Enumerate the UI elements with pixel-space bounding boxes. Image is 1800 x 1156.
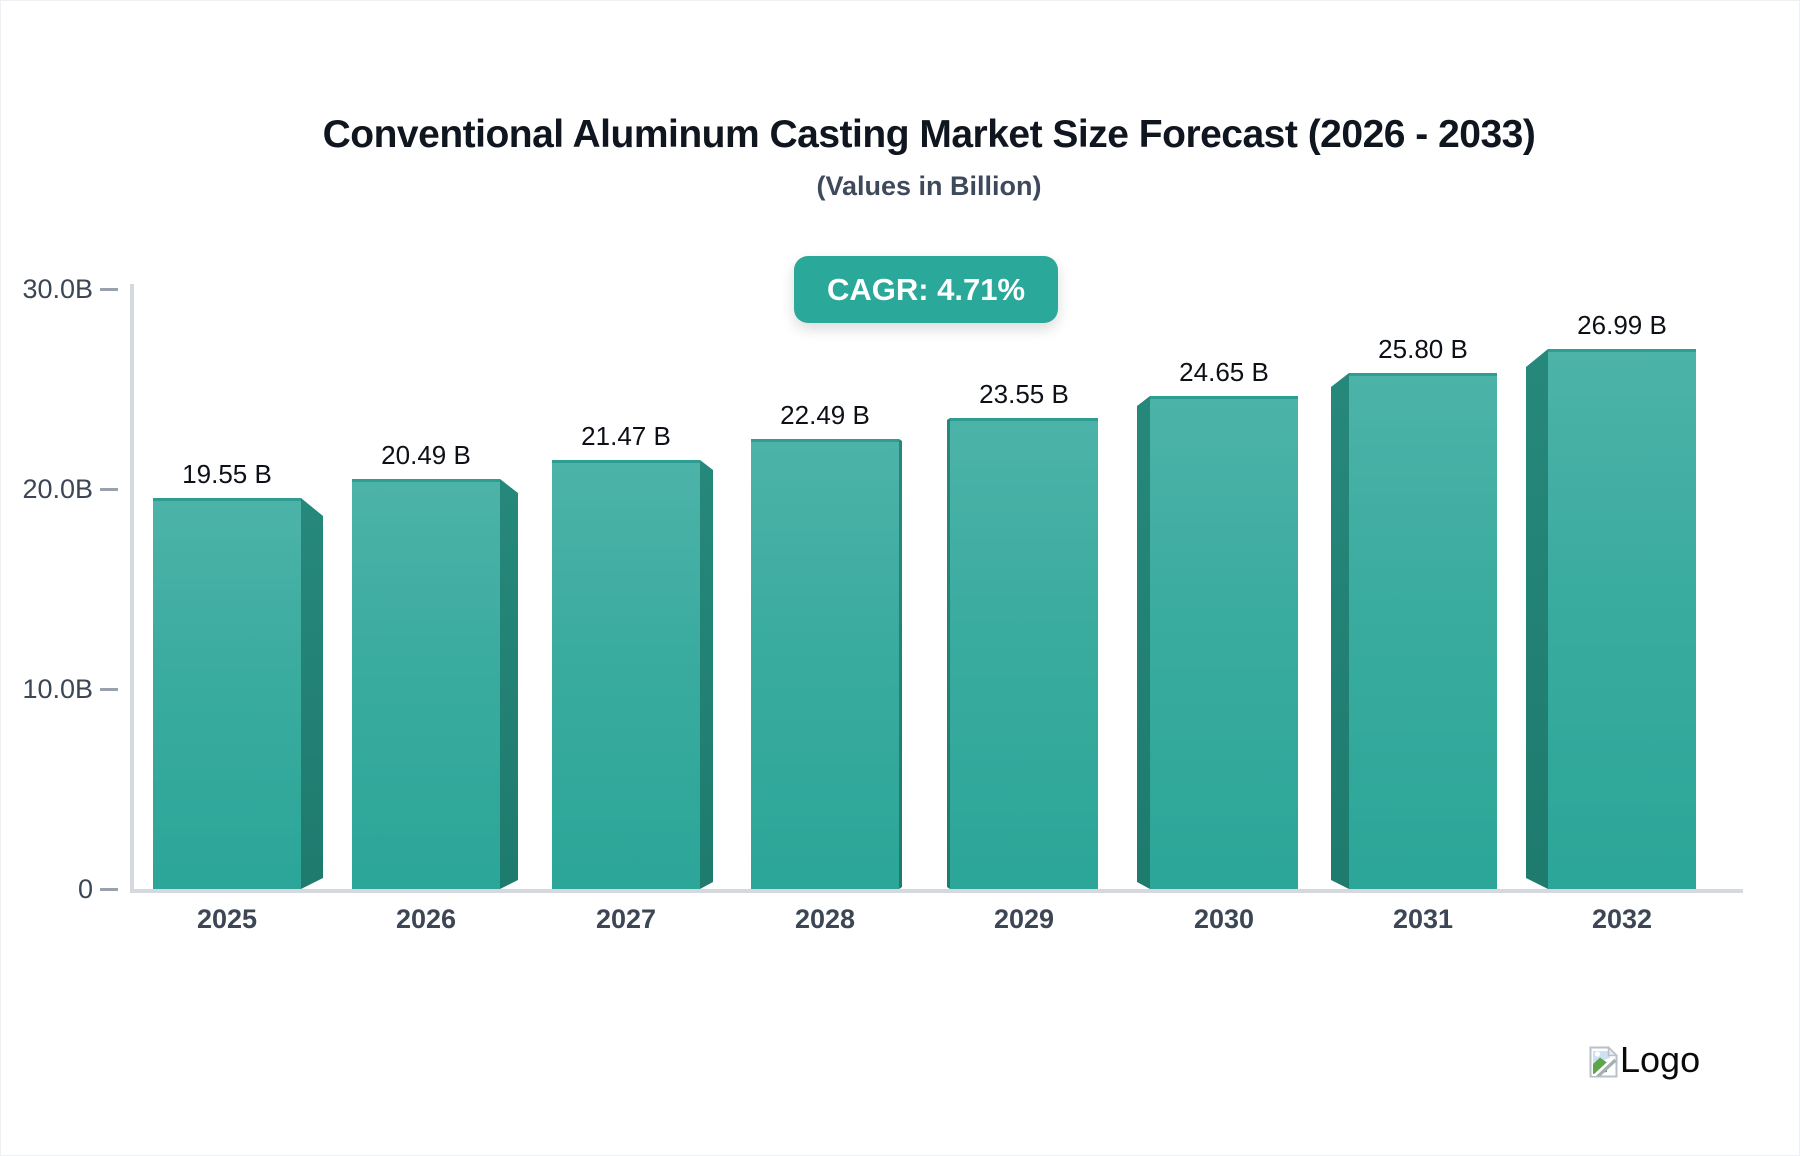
bar-2030 <box>1150 396 1298 889</box>
bar-value-label-2026: 20.49 B <box>381 440 471 470</box>
y-tick-mark <box>100 888 118 891</box>
bar-side-panel-2025 <box>301 498 323 889</box>
bar-2032 <box>1548 349 1696 889</box>
x-tick-label-2032: 2032 <box>1591 904 1653 934</box>
bar-side-panel-2030 <box>1137 396 1150 889</box>
bar-2027 <box>552 460 700 889</box>
x-tick-label-2029: 2029 <box>993 904 1055 934</box>
bar-side-panel-2026 <box>500 479 518 889</box>
bar-value-label-2027: 21.47 B <box>581 421 671 451</box>
cagr-badge: CAGR: 4.71% <box>794 256 1058 323</box>
broken-image-icon <box>1589 1045 1619 1078</box>
bar-side-panel-2029 <box>947 418 950 889</box>
bar-value-label-2030: 24.65 B <box>1179 357 1269 387</box>
bar-side-panel-2031 <box>1331 373 1349 889</box>
x-tick-label-2025: 2025 <box>196 904 258 934</box>
bar-value-label-2028: 22.49 B <box>780 400 870 430</box>
x-tick-label-2028: 2028 <box>794 904 856 934</box>
bar-2029 <box>950 418 1098 889</box>
x-tick-label-2026: 2026 <box>395 904 457 934</box>
y-tick-label: 10.0B <box>22 674 93 704</box>
y-axis-line <box>130 284 134 893</box>
logo-alt-text: Logo <box>1620 1039 1701 1080</box>
bar-value-label-2032: 26.99 B <box>1577 310 1667 340</box>
y-tick-label: 20.0B <box>22 474 93 504</box>
x-tick-label-2027: 2027 <box>595 904 657 934</box>
bar-side-panel-2027 <box>700 460 713 889</box>
bar-value-label-2031: 25.80 B <box>1378 334 1468 364</box>
y-tick-label: 0 <box>77 874 93 904</box>
chart-subtitle: (Values in Billion) <box>816 171 1042 201</box>
bar-2028 <box>751 439 899 889</box>
y-tick-mark <box>100 488 118 491</box>
y-tick-label: 30.0B <box>22 274 93 304</box>
logo: Logo <box>1588 1041 1700 1079</box>
bar-side-panel-2028 <box>899 439 902 889</box>
cagr-badge-label: CAGR: 4.71% <box>826 271 1026 307</box>
y-tick-mark <box>100 288 118 291</box>
y-tick-mark <box>100 688 118 691</box>
bar-2031 <box>1349 373 1497 889</box>
bar-value-label-2029: 23.55 B <box>979 379 1069 409</box>
bar-2026 <box>352 479 500 889</box>
x-tick-label-2031: 2031 <box>1392 904 1454 934</box>
bar-value-label-2025: 19.55 B <box>182 459 272 489</box>
x-tick-label-2030: 2030 <box>1193 904 1255 934</box>
bar-2025 <box>153 498 301 889</box>
bar-side-panel-2032 <box>1526 349 1548 889</box>
chart-title: Conventional Aluminum Casting Market Siz… <box>322 113 1536 156</box>
x-axis-line <box>130 889 1743 893</box>
